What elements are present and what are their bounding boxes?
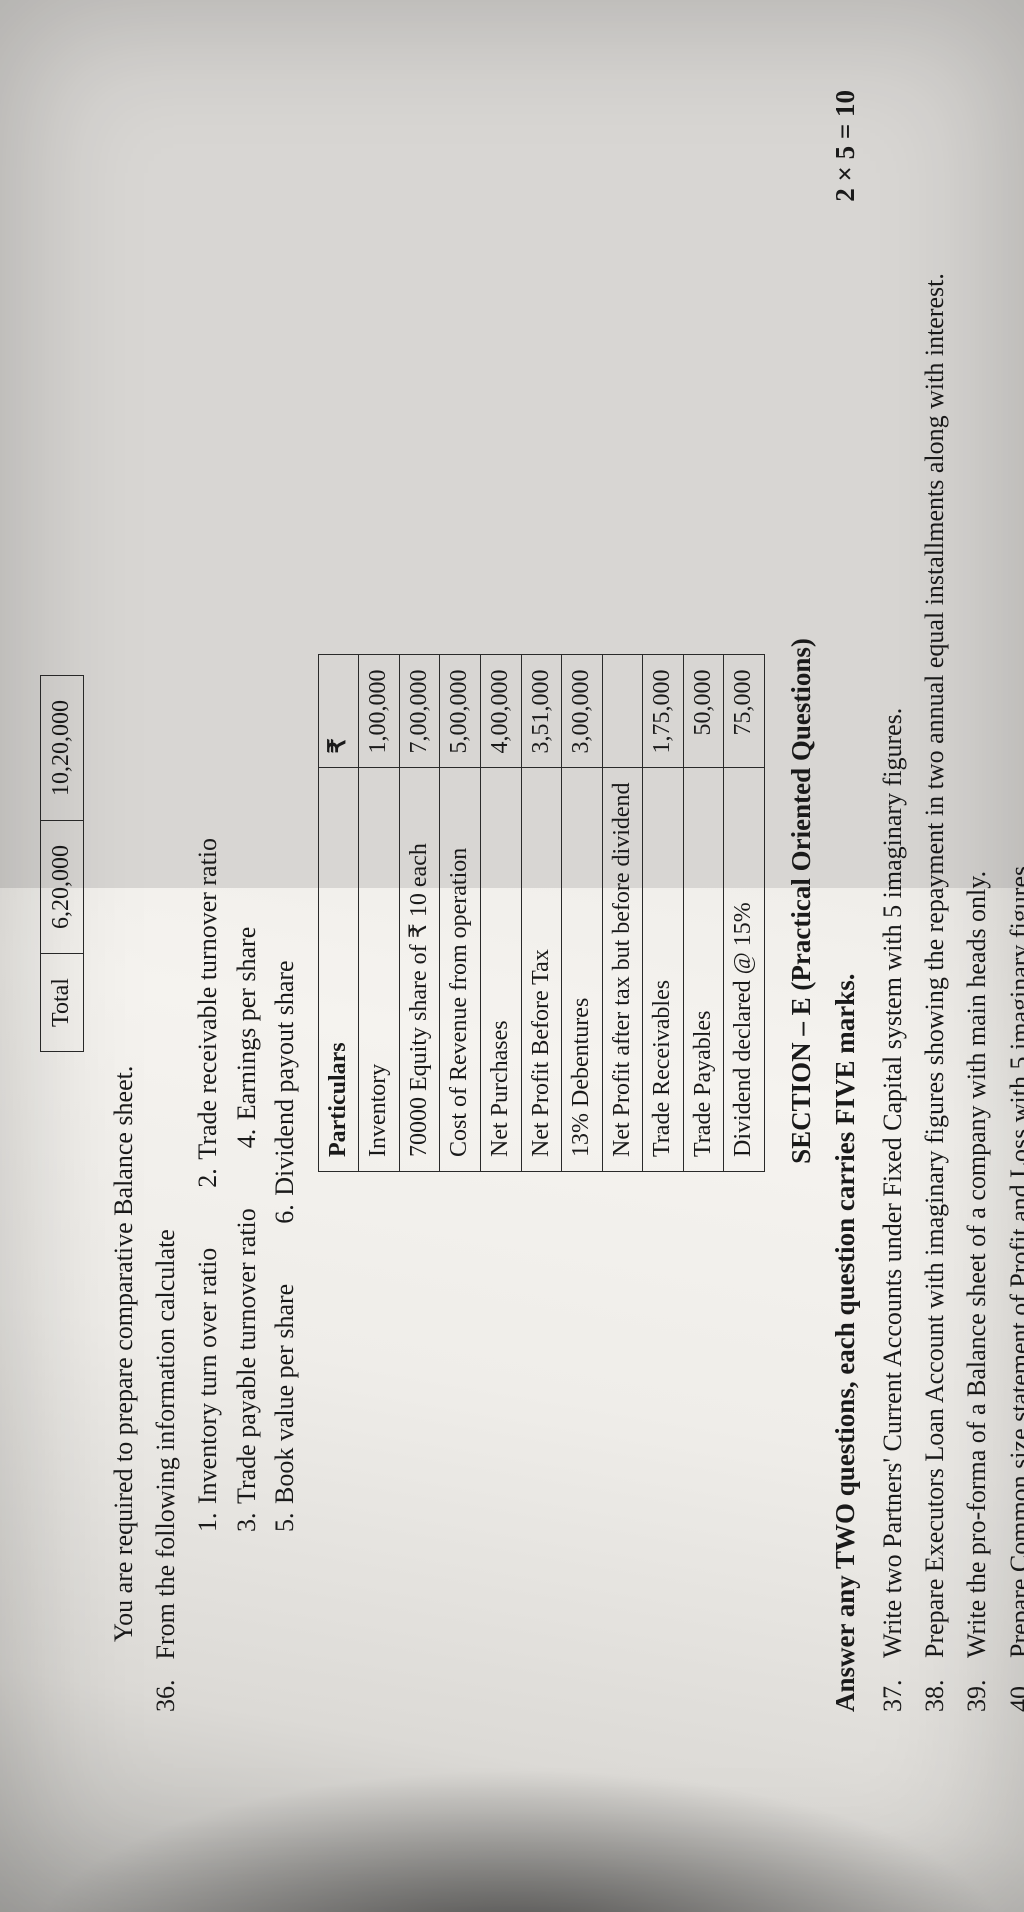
q38-number: 38. xyxy=(917,1658,953,1712)
sub-num: 2. xyxy=(190,1160,226,1188)
question-36: 36. From the following information calcu… xyxy=(148,90,184,1712)
table-row: 70000 Equity share of ₹ 10 each7,00,000 xyxy=(399,655,440,1172)
q39-number: 39. xyxy=(959,1658,995,1712)
q40-text: Prepare Common size statement of Profit … xyxy=(1002,90,1024,1658)
question-38: 38. Prepare Executors Loan Account with … xyxy=(917,90,953,1712)
question-39: 39. Write the pro-forma of a Balance she… xyxy=(959,90,995,1712)
total-val2: 10,20,000 xyxy=(41,676,84,821)
table-row: Inventory1,00,000 xyxy=(359,655,400,1172)
sub-num: 1. xyxy=(190,1504,226,1532)
table-row: Dividend declared @ 15%75,000 xyxy=(724,655,765,1172)
q37-text: Write two Partners' Current Accounts und… xyxy=(875,90,911,1658)
table-row: Net Profit after tax but before dividend xyxy=(602,655,643,1172)
table-row: Net Profit Before Tax3,51,000 xyxy=(521,655,562,1172)
answer-two-text: Answer any TWO questions, each question … xyxy=(827,973,865,1712)
section-e-heading: SECTION – E (Practical Oriented Question… xyxy=(783,90,821,1712)
table-row: Trade Receivables1,75,000 xyxy=(643,655,684,1172)
sub-text: Inventory turn over ratio xyxy=(193,1248,222,1504)
q38-text: Prepare Executors Loan Account with imag… xyxy=(917,90,953,1658)
sub-text: Book value per share xyxy=(270,1284,299,1504)
total-label: Total xyxy=(41,954,84,1052)
sub-num: 5. xyxy=(267,1504,303,1532)
table-row: Trade Payables50,000 xyxy=(683,655,724,1172)
question-37: 37. Write two Partners' Current Accounts… xyxy=(875,90,911,1712)
sub-num: 6. xyxy=(267,1196,303,1224)
answer-two-line: Answer any TWO questions, each question … xyxy=(827,90,865,1712)
q36-number: 36. xyxy=(148,1666,184,1712)
q36-text: From the following information calculate xyxy=(151,1229,180,1659)
table-row: Net Purchases4,00,000 xyxy=(480,655,521,1172)
instruction-prepare: You are required to prepare comparative … xyxy=(106,90,142,1642)
col-particulars: Particulars xyxy=(318,768,359,1172)
question-40: 40. Prepare Common size statement of Pro… xyxy=(1002,90,1024,1712)
table-row: 13% Debentures3,00,000 xyxy=(562,655,603,1172)
sub-text: Trade payable turnover ratio xyxy=(232,1208,261,1504)
q40-number: 40. xyxy=(1002,1658,1024,1712)
table-row: Cost of Revenue from operation5,00,000 xyxy=(440,655,481,1172)
total-val1: 6,20,000 xyxy=(41,821,84,954)
q36-subitems: 1.Inventory turn over ratio 2.Trade rece… xyxy=(190,90,303,1532)
marks-scheme: 2 × 5 = 10 xyxy=(827,90,865,202)
sub-text: Earnings per share xyxy=(232,927,261,1120)
q37-number: 37. xyxy=(875,1658,911,1712)
col-rupee: ₹ xyxy=(318,655,359,768)
exam-page-content: Total 6,20,000 10,20,000 You are require… xyxy=(0,0,1024,1912)
sub-num: 4. xyxy=(229,1120,265,1148)
particulars-table: Particulars ₹ Inventory1,00,000 70000 Eq… xyxy=(318,654,766,1172)
sub-num: 3. xyxy=(229,1504,265,1532)
sub-text: Trade receivable turnover ratio xyxy=(193,838,222,1160)
q39-text: Write the pro-forma of a Balance sheet o… xyxy=(959,90,995,1658)
total-row-table: Total 6,20,000 10,20,000 xyxy=(40,675,84,1052)
sub-text: Dividend payout share xyxy=(270,960,299,1195)
